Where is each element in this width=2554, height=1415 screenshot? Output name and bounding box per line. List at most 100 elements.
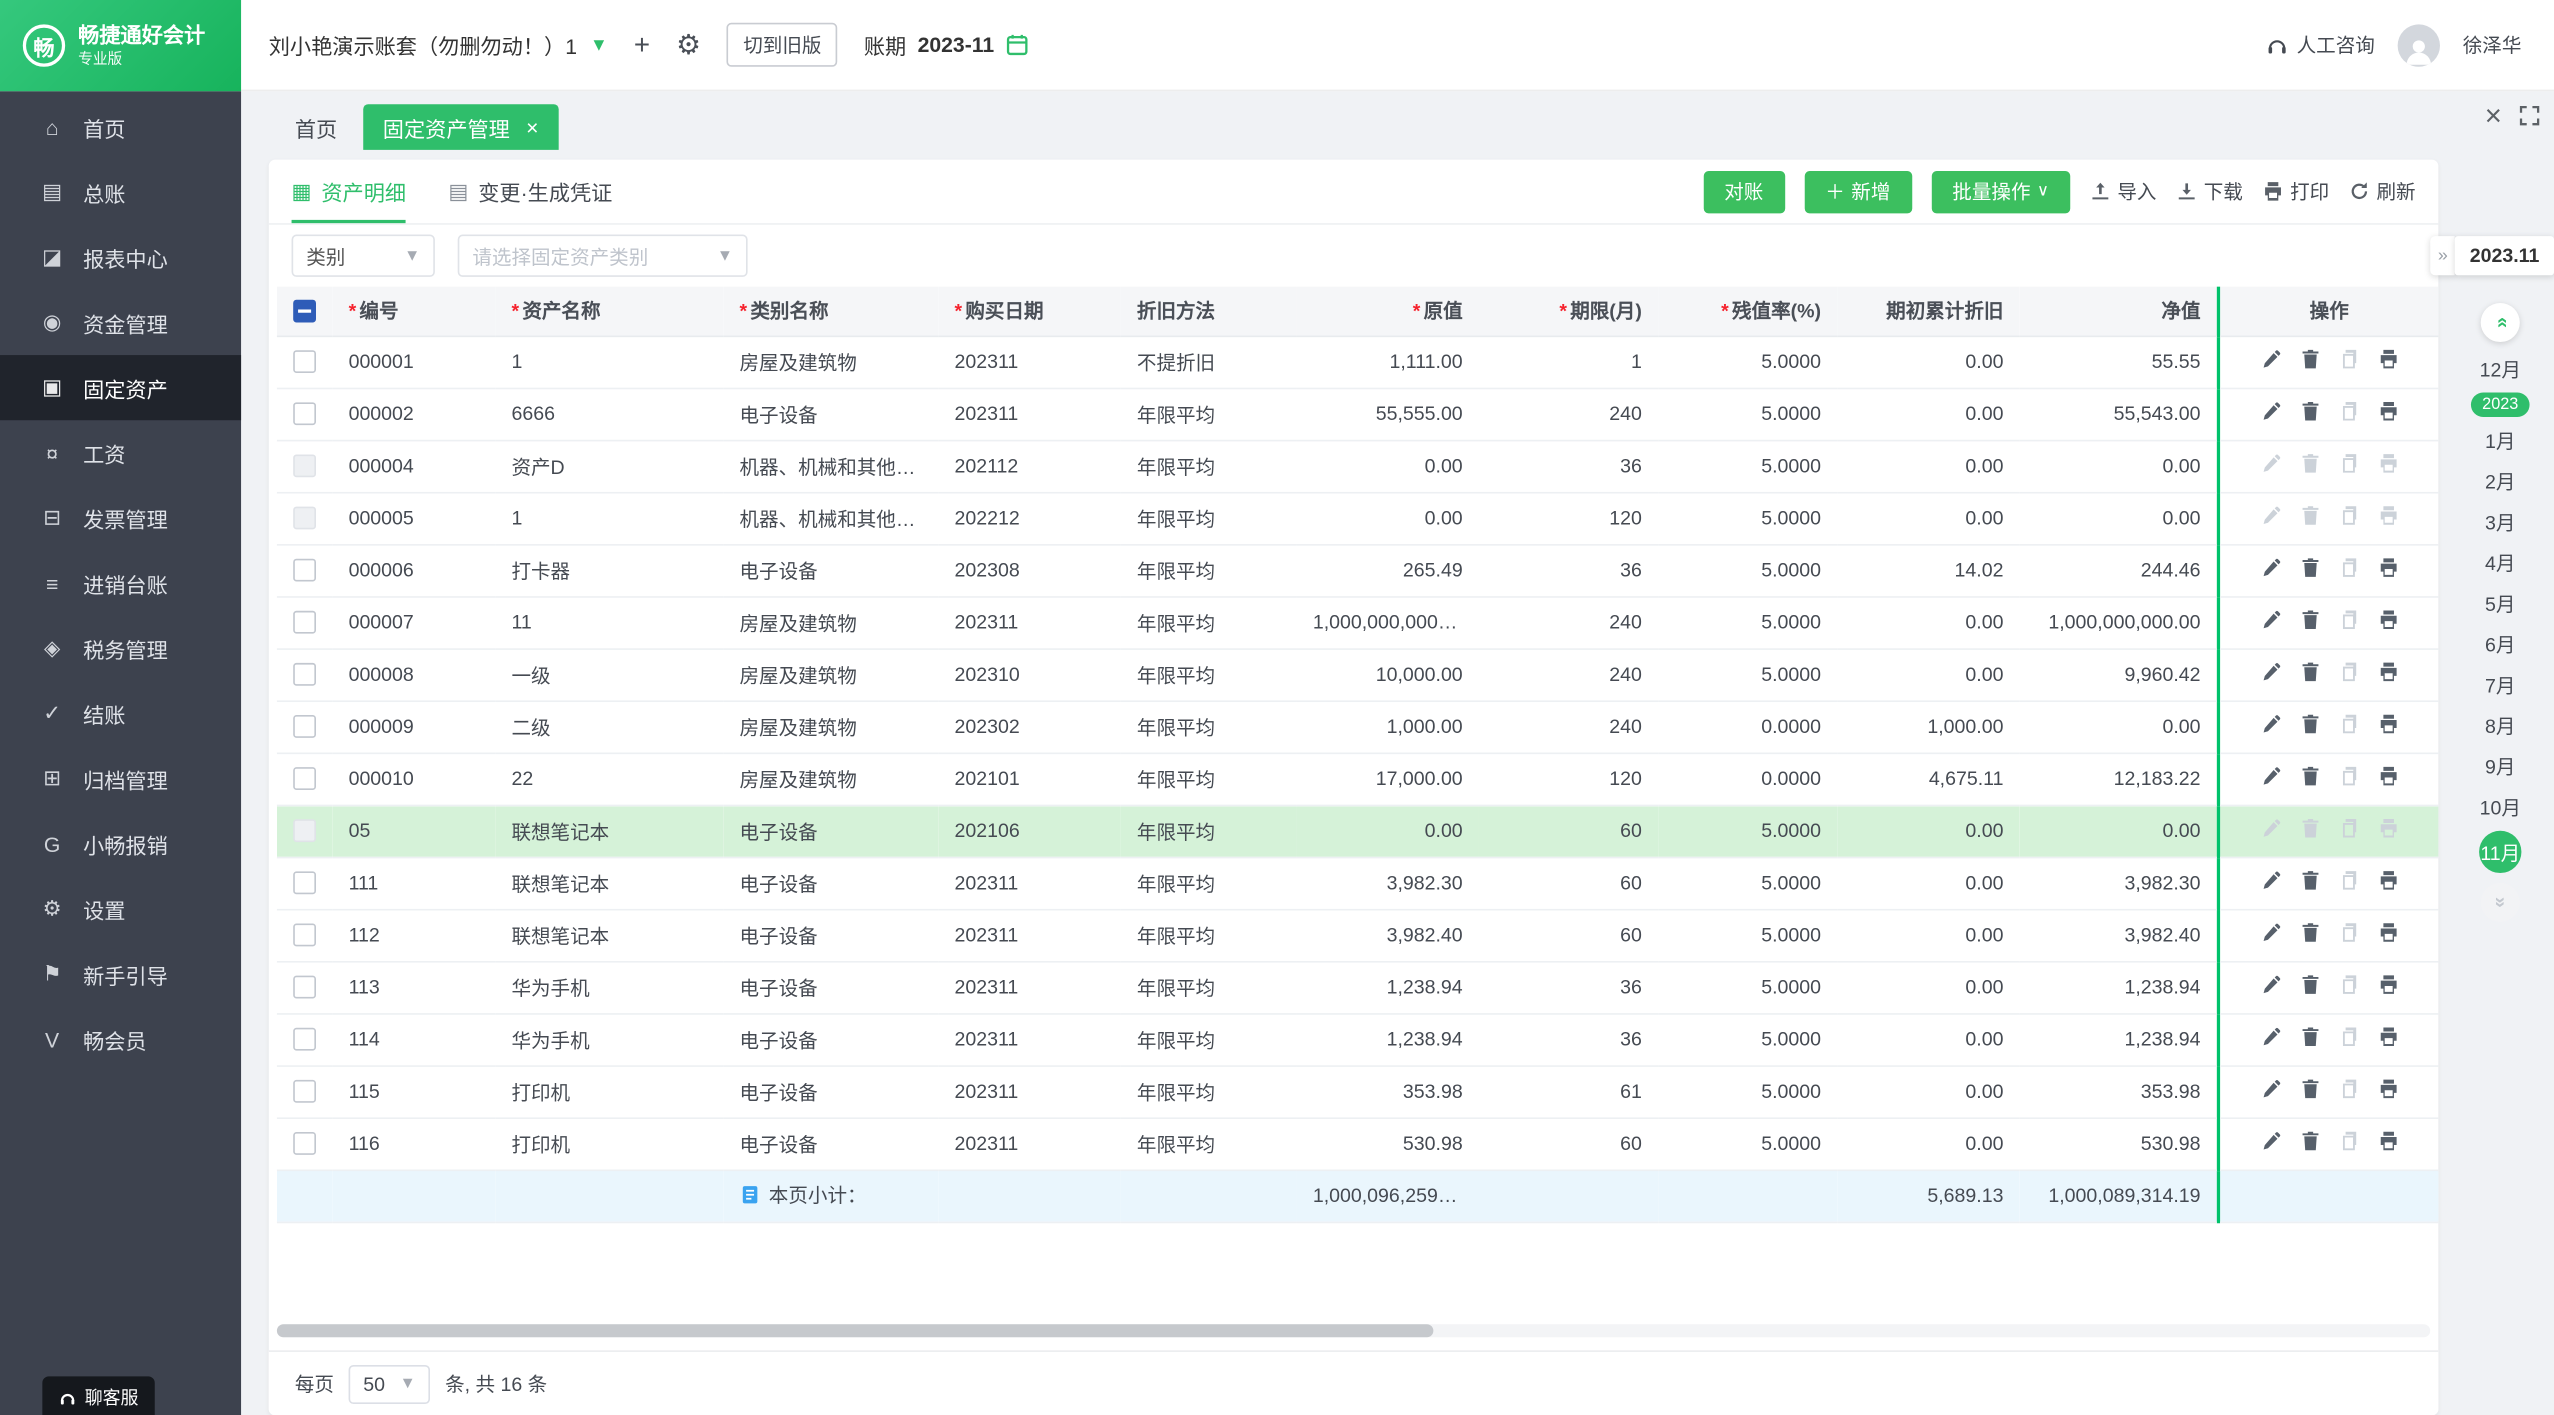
scroll-months-down-button[interactable]: » xyxy=(2480,882,2520,922)
edit-button[interactable] xyxy=(2260,661,2281,682)
print-button[interactable] xyxy=(2377,349,2398,370)
row-checkbox[interactable] xyxy=(293,559,316,583)
month-item-12[interactable]: 12月 xyxy=(2479,358,2521,382)
delete-button[interactable] xyxy=(2299,1026,2320,1047)
gear-icon[interactable]: ⚙ xyxy=(676,29,701,61)
print-button[interactable] xyxy=(2377,870,2398,891)
print-button[interactable] xyxy=(2377,557,2398,578)
print-button[interactable] xyxy=(2377,922,2398,943)
scroll-months-up-button[interactable]: » xyxy=(2480,302,2520,343)
row-checkbox[interactable] xyxy=(293,767,316,791)
sidebar-item-reports[interactable]: ◪ 报表中心 xyxy=(0,225,241,290)
tab-asset-detail[interactable]: ▦ 资产明细 xyxy=(291,160,407,224)
add-account-set-button[interactable]: + xyxy=(633,29,651,61)
row-checkbox[interactable] xyxy=(293,611,316,635)
month-item-11-active[interactable]: 11月 xyxy=(2479,830,2522,874)
row-checkbox[interactable] xyxy=(293,976,316,1000)
download-button[interactable]: 下载 xyxy=(2176,178,2243,206)
print-button[interactable] xyxy=(2377,713,2398,734)
print-button[interactable] xyxy=(2377,609,2398,630)
edit-button[interactable] xyxy=(2260,713,2281,734)
delete-button[interactable] xyxy=(2299,766,2320,787)
print-button[interactable]: 打印 xyxy=(2262,178,2329,206)
horizontal-scrollbar-thumb[interactable] xyxy=(276,1324,1434,1338)
tab-fixed-asset-management[interactable]: 固定资产管理 × xyxy=(363,104,559,150)
tab-change-voucher[interactable]: ▤ 变更·生成凭证 xyxy=(448,160,612,224)
close-all-tabs-icon[interactable]: × xyxy=(2484,99,2502,132)
delete-button[interactable] xyxy=(2299,349,2320,370)
row-checkbox[interactable] xyxy=(293,872,316,895)
edit-button[interactable] xyxy=(2260,922,2281,943)
month-item-4[interactable]: 4月 xyxy=(2485,552,2516,575)
delete-button[interactable] xyxy=(2299,609,2320,630)
period-value[interactable]: 2023-11 xyxy=(917,32,995,58)
horizontal-scrollbar-track[interactable] xyxy=(276,1324,2431,1338)
sidebar-item-funds[interactable]: ◉ 资金管理 xyxy=(0,290,241,355)
delete-button[interactable] xyxy=(2299,870,2320,891)
sidebar-item-settings[interactable]: ⚙ 设置 xyxy=(0,876,241,941)
month-item-10[interactable]: 10月 xyxy=(2479,796,2521,820)
month-item-7[interactable]: 7月 xyxy=(2485,674,2516,698)
edit-button[interactable] xyxy=(2260,1130,2281,1151)
row-checkbox[interactable] xyxy=(293,350,316,374)
row-checkbox[interactable] xyxy=(293,924,316,948)
sidebar-item-reimburse[interactable]: G 小畅报销 xyxy=(0,811,241,876)
calendar-icon[interactable] xyxy=(1006,33,1030,57)
current-period[interactable]: 2023.11 xyxy=(2455,236,2554,276)
import-button[interactable]: 导入 xyxy=(2090,178,2156,206)
delete-button[interactable] xyxy=(2299,1078,2320,1099)
month-item-8[interactable]: 8月 xyxy=(2485,715,2516,738)
reconcile-button[interactable]: 对账 xyxy=(1703,170,1785,213)
edit-button[interactable] xyxy=(2260,609,2281,630)
delete-button[interactable] xyxy=(2299,922,2320,943)
close-icon[interactable]: × xyxy=(526,114,539,140)
sidebar-item-member[interactable]: V 畅会员 xyxy=(0,1007,241,1072)
print-button[interactable] xyxy=(2377,766,2398,787)
select-all-checkbox[interactable] xyxy=(293,299,316,323)
row-checkbox[interactable] xyxy=(293,1132,316,1156)
edit-button[interactable] xyxy=(2260,766,2281,787)
sidebar-item-payroll[interactable]: ¤ 工资 xyxy=(0,420,241,485)
row-checkbox[interactable] xyxy=(293,663,316,687)
per-page-select[interactable]: 50 ▼ xyxy=(348,1364,431,1404)
month-item-1[interactable]: 1月 xyxy=(2485,430,2516,453)
print-button[interactable] xyxy=(2377,1026,2398,1047)
user-name[interactable]: 徐泽华 xyxy=(2462,34,2522,58)
fullscreen-icon[interactable] xyxy=(2518,104,2541,127)
month-item-3[interactable]: 3月 xyxy=(2485,511,2516,535)
row-checkbox[interactable] xyxy=(293,1080,316,1104)
print-button[interactable] xyxy=(2377,661,2398,682)
sidebar-item-purchase-sales[interactable]: ≡ 进销台账 xyxy=(0,551,241,616)
delete-button[interactable] xyxy=(2299,713,2320,734)
month-item-6[interactable]: 6月 xyxy=(2485,633,2516,657)
edit-button[interactable] xyxy=(2260,1026,2281,1047)
account-set-selector[interactable]: 刘小艳演示账套（勿删勿动！）1 ▼ xyxy=(269,29,608,60)
sidebar-item-closing[interactable]: ✓ 结账 xyxy=(0,681,241,746)
row-checkbox[interactable] xyxy=(293,1028,316,1052)
delete-button[interactable] xyxy=(2299,974,2320,995)
row-checkbox[interactable] xyxy=(293,715,316,739)
sidebar-item-home[interactable]: ⌂ 首页 xyxy=(0,94,241,159)
sidebar-item-archive[interactable]: ⊞ 归档管理 xyxy=(0,746,241,811)
refresh-button[interactable]: 刷新 xyxy=(2349,178,2416,206)
human-support-button[interactable]: 人工咨询 xyxy=(2266,31,2375,59)
month-item-9[interactable]: 9月 xyxy=(2485,755,2516,779)
month-item-2[interactable]: 2月 xyxy=(2485,470,2516,494)
category-select[interactable]: 类别 ▼ xyxy=(291,234,435,277)
sidebar-item-fixed-assets[interactable]: ▣ 固定资产 xyxy=(0,355,242,421)
add-button[interactable]: ＋新增 xyxy=(1804,170,1912,213)
edit-button[interactable] xyxy=(2260,557,2281,578)
row-checkbox[interactable] xyxy=(293,402,316,426)
edit-button[interactable] xyxy=(2260,974,2281,995)
print-button[interactable] xyxy=(2377,974,2398,995)
edit-button[interactable] xyxy=(2260,870,2281,891)
delete-button[interactable] xyxy=(2299,1130,2320,1151)
sidebar-item-guide[interactable]: ⚑ 新手引导 xyxy=(0,941,241,1006)
delete-button[interactable] xyxy=(2299,557,2320,578)
edit-button[interactable] xyxy=(2260,1078,2281,1099)
collapse-panel-icon[interactable]: » xyxy=(2430,236,2456,276)
switch-old-version-button[interactable]: 切到旧版 xyxy=(726,22,838,67)
print-button[interactable] xyxy=(2377,1130,2398,1151)
sidebar-item-ledger[interactable]: ▤ 总账 xyxy=(0,160,241,225)
asset-category-select[interactable]: 请选择固定资产类别 ▼ xyxy=(457,234,748,277)
